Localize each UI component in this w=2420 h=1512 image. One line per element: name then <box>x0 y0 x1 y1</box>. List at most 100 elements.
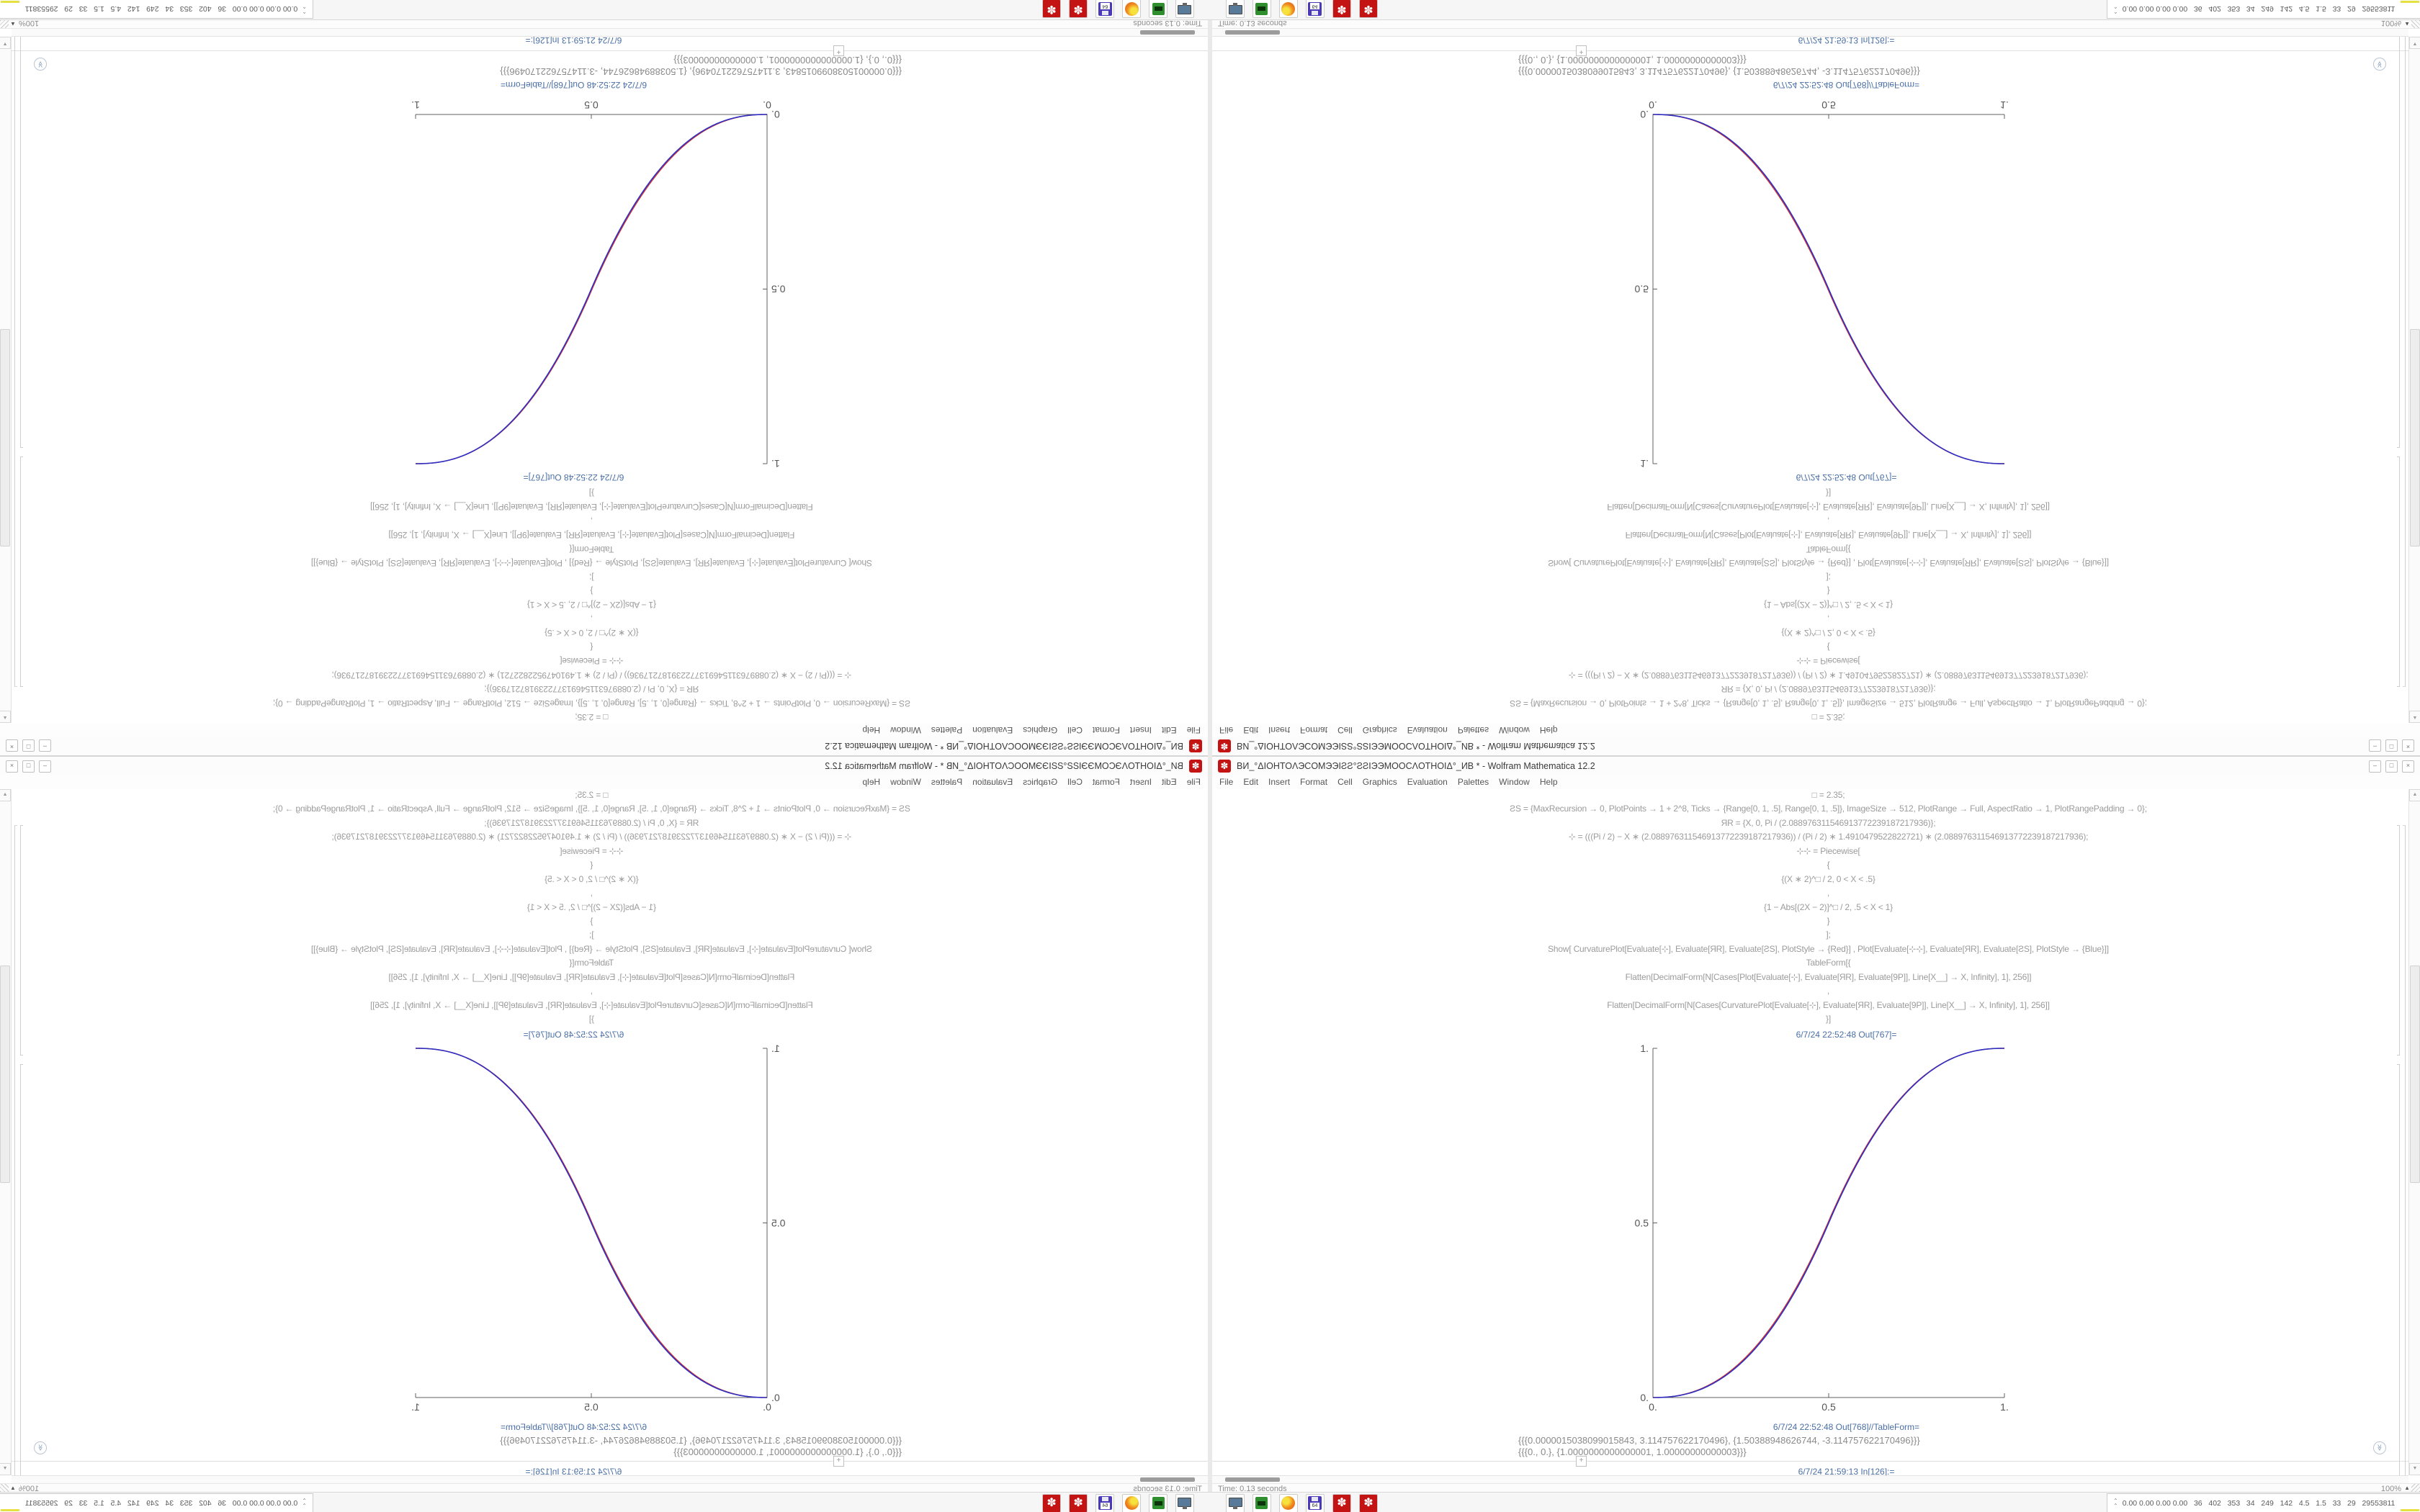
code-line[interactable]: }] <box>1826 1014 1831 1024</box>
code-line[interactable]: , <box>1827 986 1830 996</box>
vertical-scrollbar[interactable] <box>2408 37 2420 723</box>
mathematica-kernel-icon[interactable] <box>1069 0 1088 18</box>
minimize-button[interactable]: – <box>2369 739 2381 752</box>
zoom-level-control[interactable]: 100% <box>2380 1485 2401 1493</box>
menu-item[interactable]: Graphics <box>1023 725 1058 735</box>
menu-item[interactable]: Edit <box>1243 777 1259 787</box>
code-line[interactable]: □ = 2.35; <box>575 790 609 800</box>
package-manager-icon[interactable] <box>1252 0 1271 18</box>
mathematica-kernel-icon[interactable] <box>1332 0 1351 18</box>
code-line[interactable]: ⊹ = (((Pi / 2) − X ∗ (2.0889763115469137… <box>331 670 852 680</box>
menu-item[interactable]: Help <box>862 725 881 735</box>
code-line[interactable]: ƧS = {MaxRecursion → 0, PlotPoints → 1 +… <box>1510 698 2147 708</box>
system-monitor-widget[interactable]: 0.00 0.00 0.00 0.00 36 402 353 34 249 14… <box>2107 1493 2420 1512</box>
code-line[interactable]: Show[ CurvaturePlot[Evaluate[⊹], Evaluat… <box>1548 943 2109 954</box>
code-line[interactable]: , <box>590 516 593 526</box>
menu-item[interactable]: Insert <box>1129 725 1152 735</box>
close-button[interactable]: × <box>6 739 18 752</box>
zoom-popup-arrow-icon[interactable] <box>10 21 16 27</box>
scroll-up-icon[interactable] <box>2409 789 2420 801</box>
floppy-disk-icon[interactable]: 64 <box>1306 0 1325 18</box>
menu-item[interactable]: Help <box>1539 725 1558 735</box>
vertical-scrollbar[interactable] <box>0 789 12 1475</box>
vertical-scrollbar[interactable] <box>0 37 12 723</box>
mathematica-icon[interactable] <box>1042 0 1061 18</box>
zoom-popup-arrow-icon[interactable] <box>2404 1485 2410 1491</box>
code-line[interactable]: Flatten[DecimalForm[N[Cases[Plot[Evaluat… <box>1625 530 2032 541</box>
cell-group-bracket[interactable] <box>14 37 17 687</box>
menu-item[interactable]: Evaluation <box>1407 725 1448 735</box>
input-cell-code[interactable]: □ = 2.35; ƧS = {MaxRecursion → 0, PlotPoi… <box>1212 485 2408 722</box>
mathematica-icon[interactable] <box>1359 0 1378 18</box>
code-line[interactable]: Flatten[DecimalForm[N[Cases[CurvaturePlo… <box>1607 999 2050 1010</box>
cell-insert-plus-icon[interactable] <box>833 45 844 56</box>
code-line[interactable]: Show[ CurvaturePlot[Evaluate[⊹], Evaluat… <box>311 943 872 954</box>
code-line[interactable]: Flatten[DecimalForm[N[Cases[Plot[Evaluat… <box>388 971 795 982</box>
menu-item[interactable]: Palettes <box>1457 777 1489 787</box>
menu-item[interactable]: Insert <box>1268 777 1291 787</box>
menu-item[interactable]: Format <box>1300 725 1328 735</box>
cell-insert-line[interactable] <box>12 50 1208 51</box>
code-line[interactable]: Show[ CurvaturePlot[Evaluate[⊹], Evaluat… <box>311 558 872 569</box>
code-line[interactable]: , <box>1827 888 1830 899</box>
code-line[interactable]: } <box>1827 586 1830 597</box>
code-line[interactable]: } <box>590 586 593 597</box>
code-line[interactable]: {(X ∗ 2)^□ / 2, 0 < X < .5} <box>544 873 639 884</box>
horizontal-scroll-thumb[interactable] <box>1225 1477 1280 1482</box>
mathematica-icon[interactable] <box>1359 1494 1378 1512</box>
code-line[interactable]: Show[ CurvaturePlot[Evaluate[⊹], Evaluat… <box>1548 558 2109 569</box>
code-line[interactable]: Flatten[DecimalForm[N[Cases[CurvaturePlo… <box>370 502 813 513</box>
system-monitor-widget[interactable]: 0.00 0.00 0.00 0.00 36 402 353 34 249 14… <box>0 0 313 19</box>
input-cell-code[interactable]: □ = 2.35; ƧS = {MaxRecursion → 0, PlotPoi… <box>1212 790 2408 1027</box>
code-line[interactable]: {1 − Abs[(2X − 2)]^□ / 2, .5 < X < 1} <box>1764 600 1893 611</box>
scroll-up-icon[interactable] <box>0 711 11 723</box>
horizontal-scrollbar[interactable] <box>1212 1475 2408 1484</box>
window-resize-grip[interactable] <box>2411 1484 2420 1493</box>
input-cell-bracket[interactable] <box>2397 825 2400 1056</box>
code-line[interactable]: □ = 2.35; <box>575 712 609 722</box>
code-line[interactable]: ƧS = {MaxRecursion → 0, PlotPoints → 1 +… <box>273 804 910 814</box>
code-line[interactable]: { <box>1827 642 1830 652</box>
package-manager-icon[interactable] <box>1149 0 1168 18</box>
menu-item[interactable]: Format <box>1300 777 1328 787</box>
package-manager-icon[interactable] <box>1252 1494 1271 1512</box>
minimize-button[interactable]: – <box>39 739 51 752</box>
maximize-button[interactable]: □ <box>2385 760 2398 773</box>
code-line[interactable]: }] <box>1826 488 1831 498</box>
code-line[interactable]: Flatten[DecimalForm[N[Cases[CurvaturePlo… <box>370 999 813 1010</box>
horizontal-scroll-thumb[interactable] <box>1225 30 1280 35</box>
code-line[interactable]: ЯR = {X, 0, Pi / (2.08897631154691377223… <box>484 684 699 695</box>
input-cell-bracket[interactable] <box>2397 456 2400 687</box>
menu-item[interactable]: Cell <box>1337 777 1353 787</box>
cell-insert-line[interactable] <box>12 1461 1208 1462</box>
menu-item[interactable]: Evaluation <box>972 725 1013 735</box>
floppy-disk-icon[interactable]: 64 <box>1306 1494 1325 1512</box>
package-manager-icon[interactable] <box>1149 1494 1168 1512</box>
close-button[interactable]: × <box>2402 760 2414 773</box>
scroll-up-icon[interactable] <box>2409 711 2420 723</box>
horizontal-scrollbar[interactable] <box>12 28 1208 37</box>
output-cell-bracket[interactable] <box>20 37 23 448</box>
code-line[interactable]: TableForm[{ <box>1806 544 1851 554</box>
menu-item[interactable]: Help <box>1539 777 1558 787</box>
menu-item[interactable]: Cell <box>1337 725 1353 735</box>
code-line[interactable]: } <box>1827 915 1830 926</box>
close-button[interactable]: × <box>6 760 18 773</box>
menu-item[interactable]: Cell <box>1067 777 1083 787</box>
mathematica-kernel-icon[interactable] <box>1332 1494 1351 1512</box>
minimize-button[interactable]: – <box>2369 760 2381 773</box>
code-line[interactable]: }] <box>589 488 594 498</box>
code-line[interactable]: TableForm[{ <box>1806 958 1851 968</box>
zoom-popup-arrow-icon[interactable] <box>10 1485 16 1491</box>
menu-item[interactable]: Window <box>890 777 921 787</box>
code-line[interactable]: ЯR = {X, 0, Pi / (2.08897631154691377223… <box>484 817 699 828</box>
window-titlebar[interactable]: ВИ_°ΔIOHTOΛЭCOMЭЭIƧƧ°ƧƧIЭЭMOOCΛOTHOIΔ°_И… <box>1212 736 2420 755</box>
code-line[interactable]: }] <box>589 1014 594 1024</box>
menu-item[interactable]: Evaluation <box>1407 777 1448 787</box>
show-more-output-icon[interactable] <box>2373 58 2386 71</box>
code-line[interactable]: □ = 2.35; <box>1811 790 1845 800</box>
code-line[interactable]: □ = 2.35; <box>1811 712 1845 722</box>
vertical-scrollbar[interactable] <box>2408 789 2420 1475</box>
code-line[interactable]: Flatten[DecimalForm[N[Cases[CurvaturePlo… <box>1607 502 2050 513</box>
window-titlebar[interactable]: ВИ_°ΔIOHTOΛЭCOMЭЭIƧƧ°ƧƧIЭЭMOOCΛOTHOIΔ°_И… <box>1212 757 2420 776</box>
